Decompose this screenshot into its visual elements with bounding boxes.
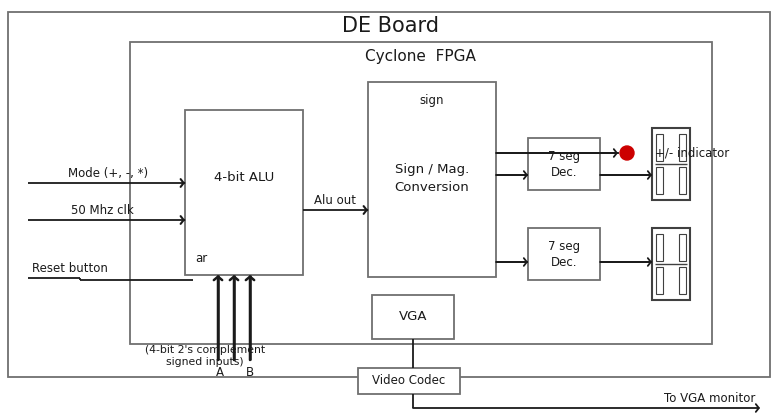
Text: sign: sign xyxy=(420,93,445,106)
Bar xyxy=(656,134,663,161)
Bar xyxy=(528,228,600,280)
Bar xyxy=(528,138,600,190)
Bar xyxy=(185,110,303,275)
Bar xyxy=(679,234,686,261)
Text: DE Board: DE Board xyxy=(342,16,438,36)
Text: Video Codec: Video Codec xyxy=(372,375,445,388)
Text: 7 seg: 7 seg xyxy=(548,240,580,253)
Bar xyxy=(679,167,686,194)
Bar xyxy=(656,167,663,194)
Text: Dec.: Dec. xyxy=(551,166,577,178)
Text: B: B xyxy=(246,367,254,380)
Text: Cyclone  FPGA: Cyclone FPGA xyxy=(364,49,476,64)
Text: A: A xyxy=(216,367,224,380)
Bar xyxy=(652,228,690,300)
Text: Sign / Mag.: Sign / Mag. xyxy=(395,163,469,176)
Text: To VGA monitor: To VGA monitor xyxy=(665,391,756,404)
Text: Conversion: Conversion xyxy=(395,181,470,194)
Bar xyxy=(656,234,663,261)
Text: 4-bit ALU: 4-bit ALU xyxy=(214,171,274,184)
Text: (4-bit 2's complement: (4-bit 2's complement xyxy=(145,345,265,355)
Bar xyxy=(656,267,663,294)
Text: 7 seg: 7 seg xyxy=(548,150,580,163)
Text: signed inputs): signed inputs) xyxy=(166,357,244,367)
Text: Reset button: Reset button xyxy=(32,261,108,274)
Bar xyxy=(130,42,712,344)
Bar xyxy=(8,12,770,377)
Bar xyxy=(652,128,690,200)
Bar xyxy=(372,295,454,339)
Text: 50 Mhz clk: 50 Mhz clk xyxy=(71,204,133,217)
Circle shape xyxy=(620,146,634,160)
Text: +/- indicator: +/- indicator xyxy=(655,147,729,160)
Text: ar: ar xyxy=(195,253,207,266)
Text: Alu out: Alu out xyxy=(314,194,356,207)
Text: Dec.: Dec. xyxy=(551,256,577,269)
Bar xyxy=(679,267,686,294)
Bar xyxy=(368,82,496,277)
Text: Mode (+, -, *): Mode (+, -, *) xyxy=(68,166,148,179)
Text: VGA: VGA xyxy=(399,310,427,323)
Bar xyxy=(679,134,686,161)
Bar xyxy=(358,368,460,394)
